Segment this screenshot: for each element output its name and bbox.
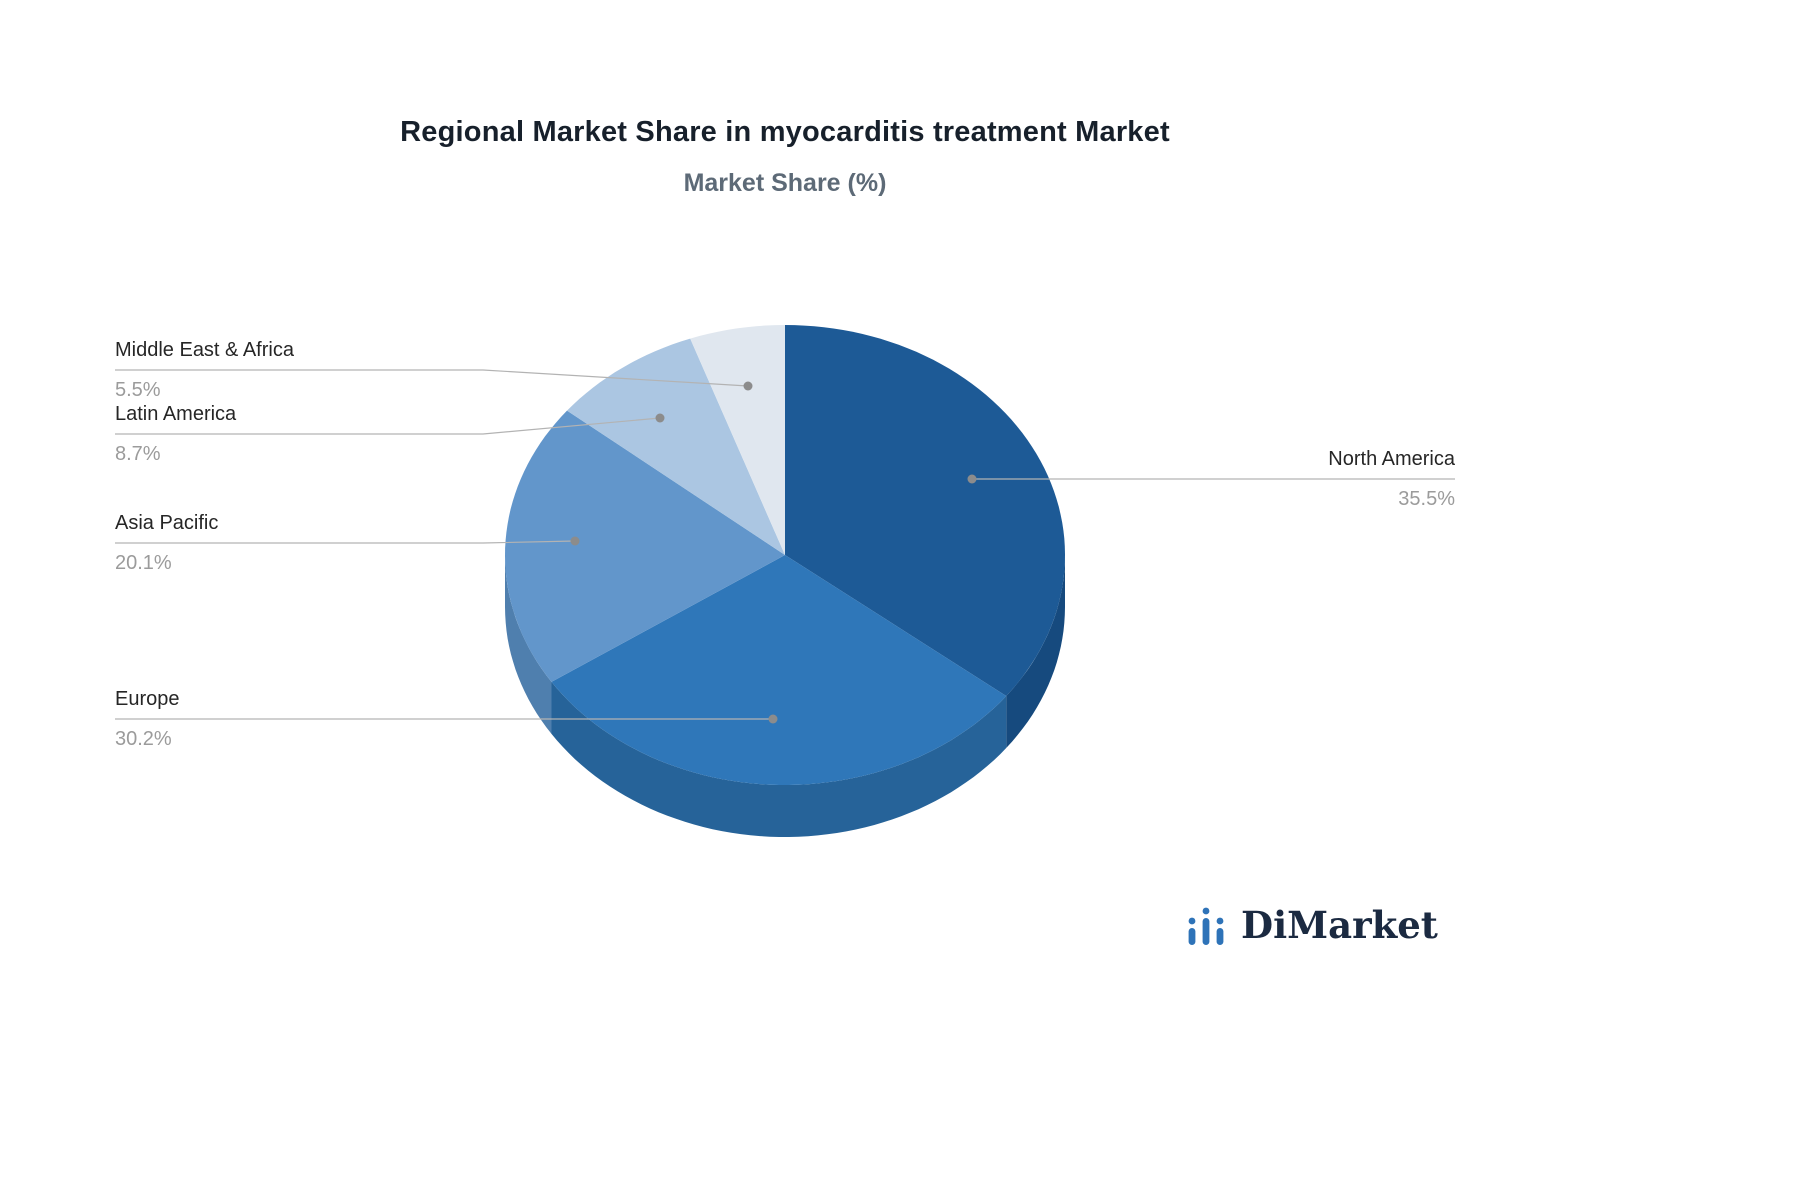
slice-label-latin-america: Latin America <box>115 403 237 425</box>
pie-slice-depth-europe <box>551 681 1007 837</box>
slice-label-asia-pacific: Asia Pacific <box>115 512 219 534</box>
slice-value-north-america: 35.5% <box>1398 488 1455 510</box>
chart-subtitle: Market Share (%) <box>683 169 887 197</box>
slice-label-north-america: North America <box>1328 448 1455 470</box>
leader-line-middle-east-africa <box>115 369 749 387</box>
leader-dot-europe <box>768 714 778 724</box>
leader-dot-middle-east-africa <box>743 381 753 391</box>
slice-value-middle-east-africa: 5.5% <box>115 379 161 401</box>
pie-slice-middle-east-africa <box>690 325 785 555</box>
slice-label-middle-east-africa: Middle East & Africa <box>115 339 294 361</box>
pie-slice-depth-asia-pacific <box>505 555 552 734</box>
pie-slice-europe <box>551 555 1007 785</box>
slice-value-asia-pacific: 20.1% <box>115 552 172 574</box>
brand-logo-text: DiMarket <box>1241 903 1438 947</box>
pie-slice-depth-north-america <box>1006 555 1065 748</box>
chart-title: Regional Market Share in myocarditis tre… <box>400 116 1170 148</box>
slice-value-latin-america: 8.7% <box>115 443 161 465</box>
leader-line-latin-america <box>115 417 661 435</box>
leader-dot-asia-pacific <box>570 536 580 546</box>
brand-logo-icon <box>1188 907 1224 945</box>
chart-header: Regional Market Share in myocarditis tre… <box>0 116 1570 198</box>
pie-slice-latin-america <box>567 338 785 555</box>
slice-label-europe: Europe <box>115 688 180 710</box>
pie-slice-north-america <box>785 325 1065 696</box>
leader-dot-latin-america <box>655 413 665 423</box>
leader-dot-north-america <box>967 474 977 484</box>
brand-logo: DiMarket <box>1185 901 1438 949</box>
leader-line-asia-pacific <box>115 540 576 544</box>
pie-slice-asia-pacific <box>505 410 785 682</box>
slice-value-europe: 30.2% <box>115 728 172 750</box>
